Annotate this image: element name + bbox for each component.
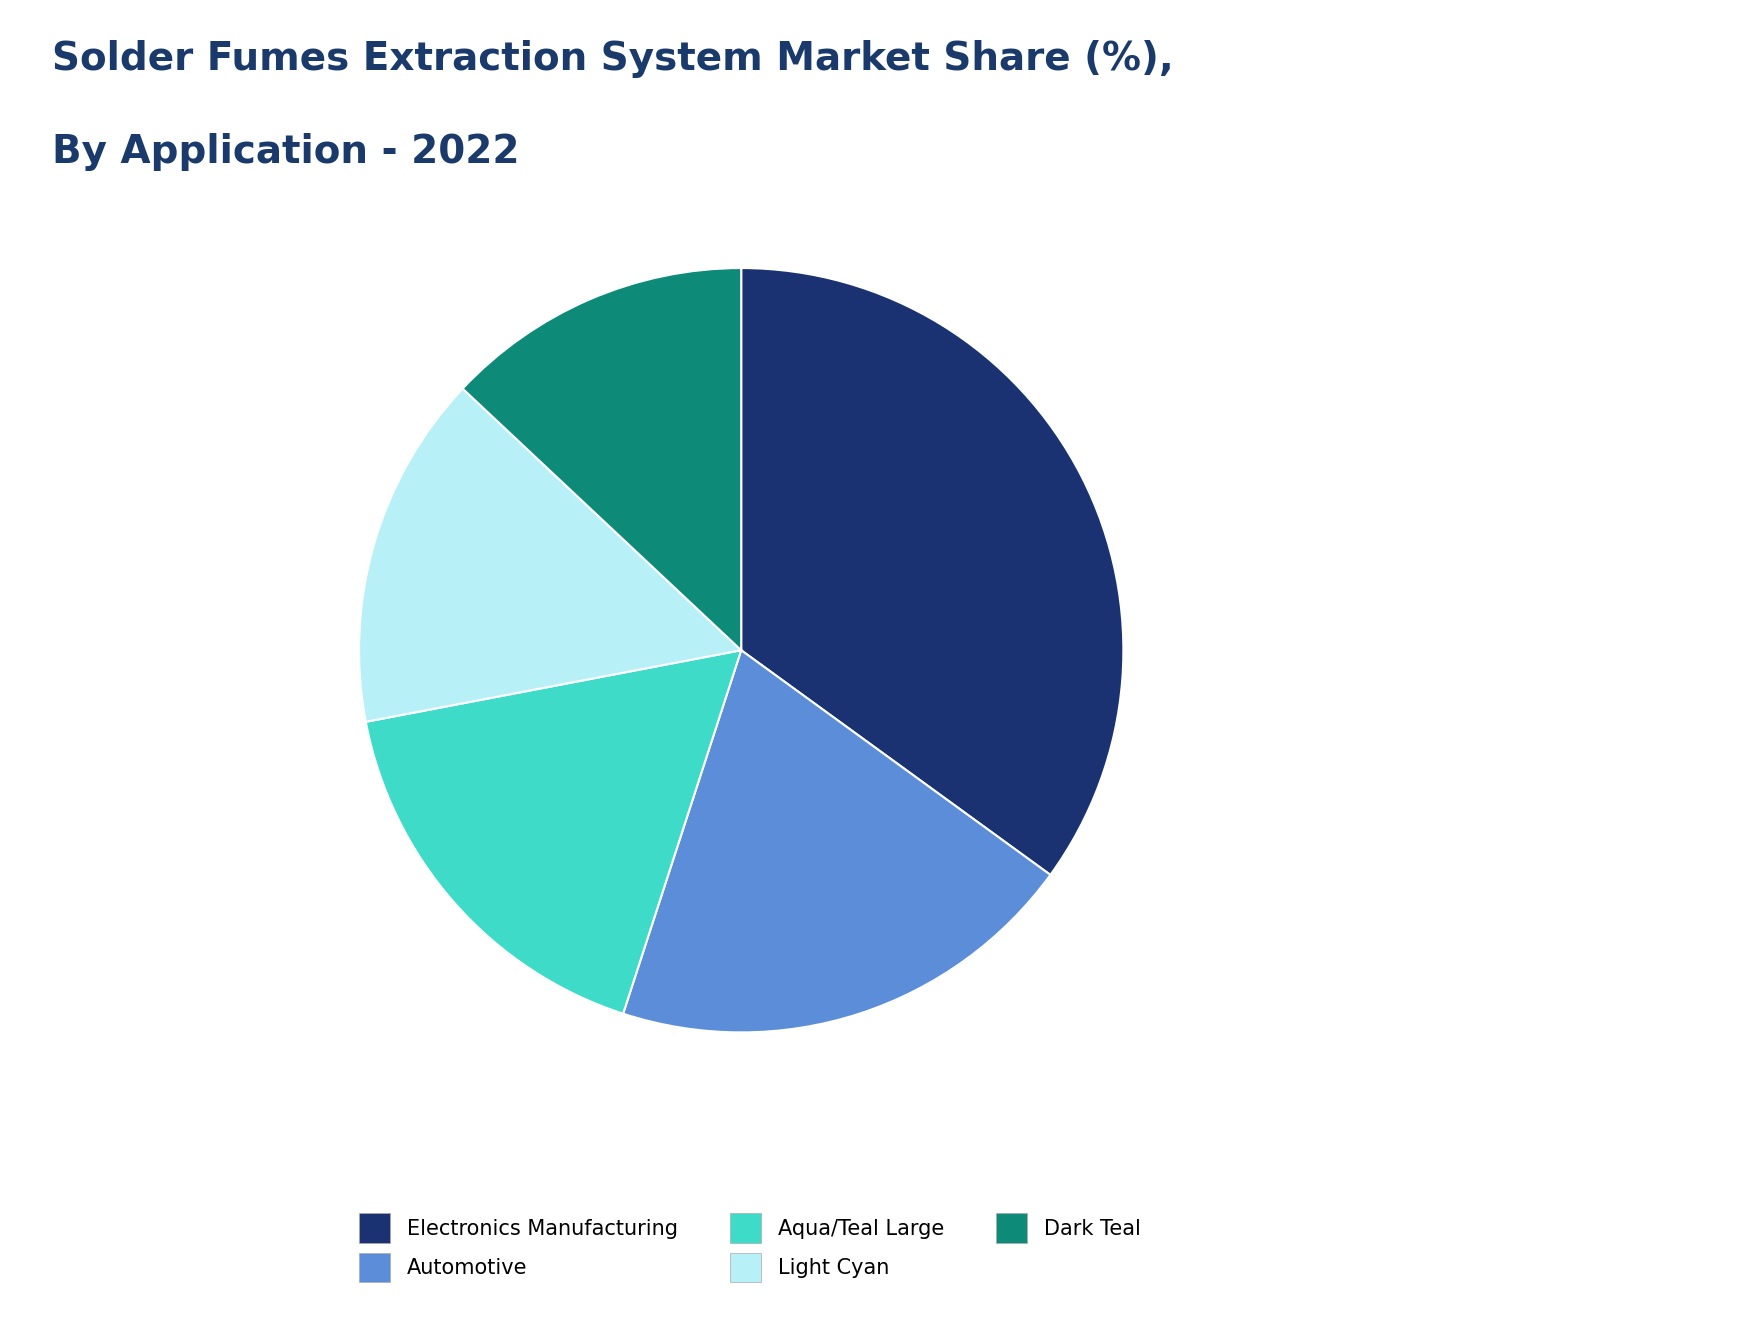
Text: Solder Fumes Extraction System Market Share (%),: Solder Fumes Extraction System Market Sh… (52, 40, 1174, 78)
Wedge shape (741, 268, 1123, 874)
Wedge shape (462, 268, 741, 650)
Wedge shape (623, 650, 1050, 1032)
Legend: Electronics Manufacturing, Automotive, Aqua/Teal Large, Light Cyan, Dark Teal: Electronics Manufacturing, Automotive, A… (338, 1192, 1162, 1303)
Text: By Application - 2022: By Application - 2022 (52, 133, 520, 171)
Wedge shape (359, 389, 741, 722)
Wedge shape (366, 650, 741, 1014)
